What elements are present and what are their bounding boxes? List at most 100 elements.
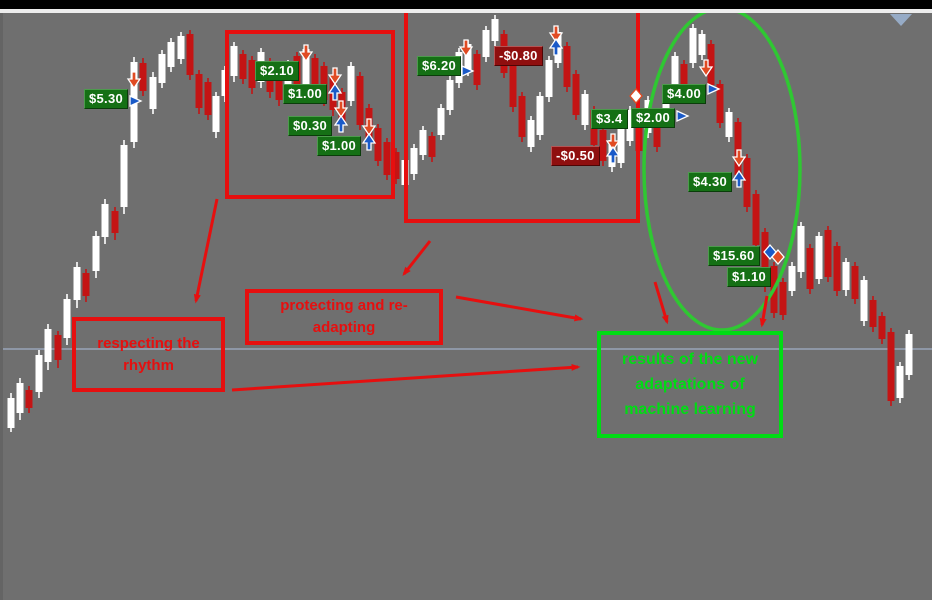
candle-bear [563,46,571,87]
candle-bear [374,128,382,161]
candle-bear [752,194,760,245]
candle-bull [545,60,553,97]
candle-bear [851,266,859,299]
candle-bull [905,334,913,375]
candle-bull [130,62,138,142]
candle-bear [239,54,247,79]
candle-bull [527,120,535,147]
candle-bear [743,158,751,207]
candle-bull [44,329,52,362]
candle-bull [101,204,109,237]
candle-bull [536,96,544,135]
candle-bear [82,273,90,296]
candle-bull [167,42,175,67]
candle-bull [347,66,355,101]
candle-bull [626,110,634,141]
candle-bear [707,44,715,85]
candle-bear [806,248,814,289]
candle-bull [446,80,454,110]
candle-bull [788,266,796,291]
candle-bear [320,66,328,100]
candle-bull [581,94,589,125]
candle-bull [212,96,220,132]
candle-bear [356,76,364,125]
candle-bull [608,140,616,167]
candle-bull [437,108,445,135]
candle-bear [779,282,787,315]
candle-bear [518,96,526,137]
candle-bull [662,90,670,120]
candle-bear [590,110,598,145]
candle-bull [63,299,71,338]
candle-bull [230,46,238,76]
candle-bull [16,383,24,413]
candle-bull [284,64,292,92]
candle-bear [428,136,436,157]
candle-bear [833,246,841,291]
candle-bear [878,316,886,339]
candle-bear [25,390,33,408]
candle-bull [302,49,310,97]
candle-bear [680,64,688,95]
candle-bear [824,230,832,277]
candle-bull [149,77,157,109]
candle-bear [54,335,62,360]
candle-bear [761,232,769,287]
window-top-bar [0,0,932,9]
candle-bear [329,76,337,110]
candle-bull [491,19,499,41]
candle-bear [195,74,203,108]
candle-bull [698,34,706,55]
chart-left-edge [0,13,3,600]
candle-bear [338,92,346,124]
candle-bear [734,122,742,175]
candle-bull [464,44,472,71]
candle-bull [554,32,562,63]
candle-bear [392,152,400,179]
candle-bull [419,130,427,155]
candle-bear [204,82,212,115]
candle-bear [186,34,194,75]
candle-bull [73,267,81,300]
candle-bull [410,148,418,174]
candle-bear [293,56,301,86]
candle-bear [266,62,274,92]
candle-bear [139,63,147,91]
candle-bull [455,52,463,83]
highlight-zone-rect [225,30,395,199]
candle-bear [869,300,877,327]
candle-bull [797,226,805,272]
candle-bear [111,211,119,233]
candle-bull [689,28,697,63]
candle-bull [815,236,823,279]
candle-bull [725,112,733,137]
candle-bull [120,145,128,207]
highlight-ellipse [642,6,802,332]
candle-bear [311,58,319,90]
candle-bull [860,280,868,321]
candle-bull [35,355,43,392]
candle-bear [599,130,607,161]
candle-bear [716,84,724,123]
candle-bull [842,262,850,290]
candle-bear [500,34,508,73]
window-top-separator [0,9,932,13]
candle-bear [509,60,517,107]
candle-bull [92,236,100,271]
candle-bear [887,332,895,401]
candle-bull [158,54,166,83]
candle-bear [275,70,283,100]
candle-bear [572,74,580,115]
candle-bear [473,54,481,85]
candle-bull [482,30,490,57]
candle-bull [257,52,265,82]
candle-bull [896,366,904,398]
candle-bear [365,108,373,144]
candle-bull [177,36,185,59]
candle-bull [7,398,15,428]
candle-bear [653,112,661,147]
candle-bull [671,56,679,89]
candle-bull [617,128,625,163]
